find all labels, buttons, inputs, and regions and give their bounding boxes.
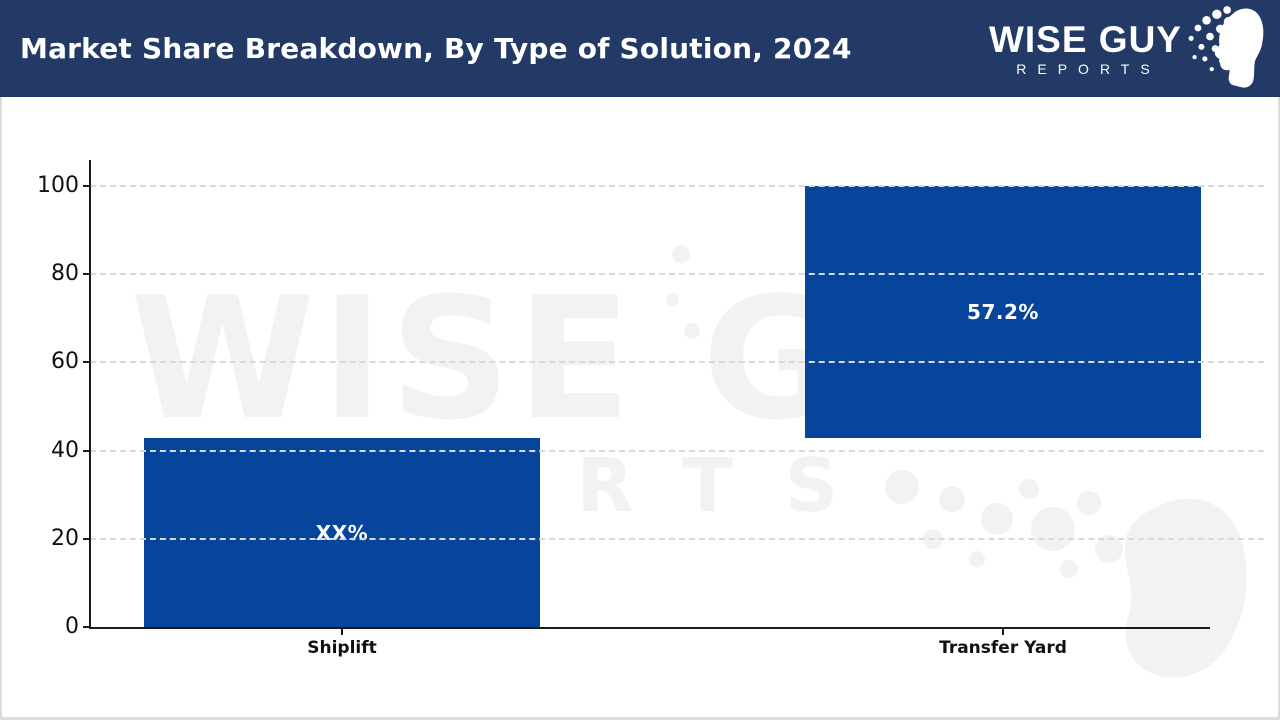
y-tick-label: 40	[51, 437, 79, 463]
y-tick-label: 60	[51, 349, 79, 375]
logo-wordmark: WISE GUY	[988, 19, 1182, 60]
bar-value-label: XX%	[315, 520, 369, 545]
watermark-dot	[672, 245, 690, 263]
x-axis-line	[89, 627, 1210, 629]
bar-transfer-yard: 57.2%	[805, 186, 1201, 439]
gridline-40	[90, 449, 1264, 452]
y-tick	[83, 273, 90, 276]
x-tick-label: Transfer Yard	[939, 638, 1067, 658]
y-tick-label: 0	[65, 614, 79, 639]
wiseguy-logo: WISE GUY REPORTS	[989, 6, 1266, 92]
y-tick-label: 20	[51, 525, 79, 551]
watermark-dot	[684, 323, 700, 339]
header-banner: Market Share Breakdown, By Type of Solut…	[0, 0, 1280, 97]
bar-shiplift: XX%	[144, 438, 540, 627]
y-tick-label: 100	[37, 173, 79, 198]
logo-subtitle: REPORTS	[1016, 61, 1161, 77]
y-tick	[83, 537, 90, 540]
y-tick	[83, 449, 90, 452]
y-tick	[83, 626, 90, 628]
x-tick-label: Shiplift	[307, 638, 377, 658]
gridline-80	[90, 273, 1264, 276]
gridline-20	[90, 537, 1264, 540]
page-title: Market Share Breakdown, By Type of Solut…	[20, 32, 852, 65]
watermark-dot	[666, 293, 679, 306]
y-tick	[83, 185, 90, 187]
x-tick	[1002, 627, 1004, 635]
x-tick	[341, 627, 343, 635]
y-tick-label: 80	[51, 261, 79, 287]
gridline-100	[90, 185, 1264, 187]
wiseguy-logo-text: WISE GUY REPORTS	[988, 19, 1182, 78]
gridline-60	[90, 361, 1264, 364]
chart-body: WISE GUY REPORTS XX%Shiplift57.2%Transfe…	[0, 97, 1280, 720]
y-axis-line	[89, 160, 91, 629]
wiseguy-head-icon	[1188, 6, 1264, 88]
bar-value-label: 57.2%	[967, 300, 1039, 325]
y-tick	[83, 361, 90, 364]
